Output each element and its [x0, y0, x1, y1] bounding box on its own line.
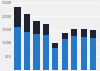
Bar	[33, 21, 40, 34]
Bar	[43, 24, 49, 35]
Bar	[14, 27, 20, 70]
Bar	[90, 38, 96, 70]
Bar	[24, 14, 30, 32]
Bar	[81, 37, 87, 70]
Bar	[90, 30, 96, 38]
Bar	[62, 33, 68, 39]
Bar	[52, 43, 58, 48]
Bar	[14, 7, 20, 27]
Bar	[43, 35, 49, 70]
Bar	[24, 32, 30, 70]
Bar	[52, 48, 58, 70]
Bar	[71, 29, 78, 36]
Bar	[33, 34, 40, 70]
Bar	[62, 39, 68, 70]
Bar	[81, 29, 87, 37]
Bar	[71, 36, 78, 70]
